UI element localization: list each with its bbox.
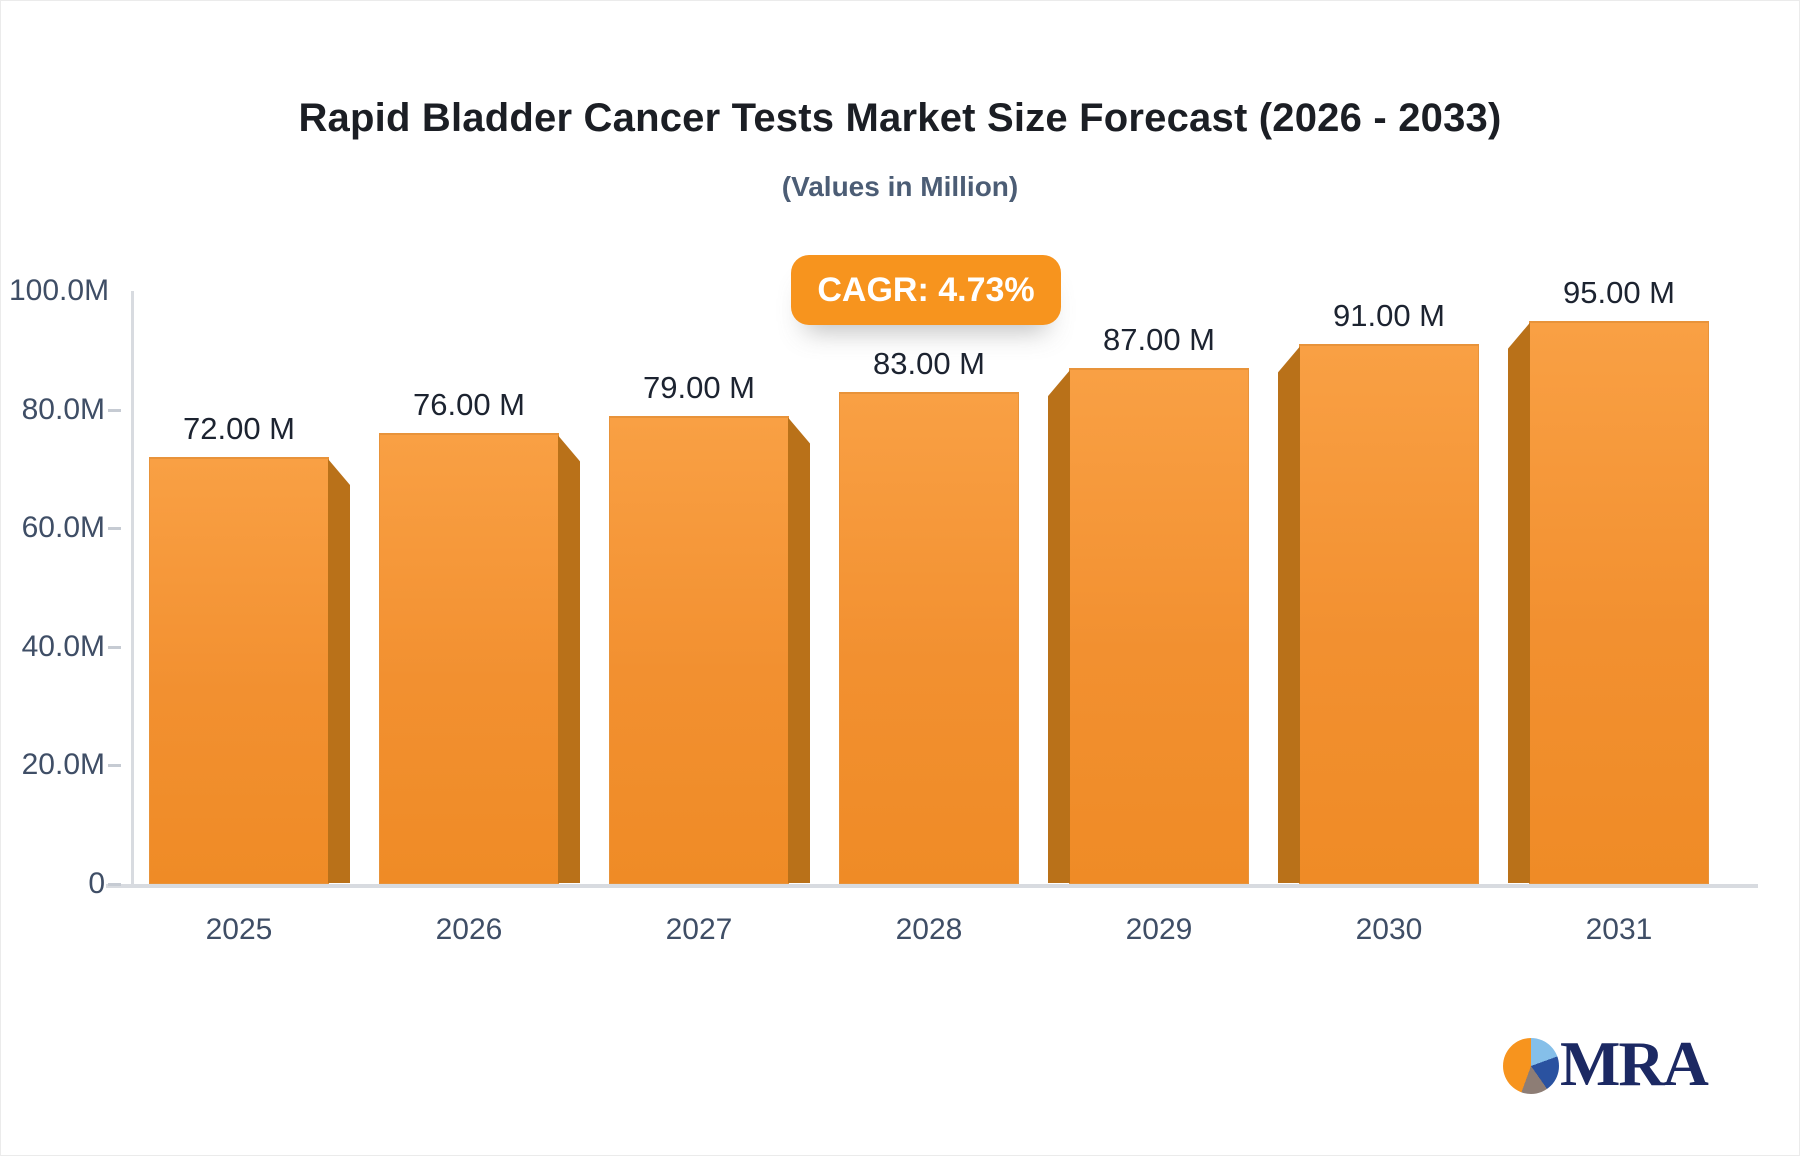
brand-logo-text: MRA <box>1560 1028 1709 1099</box>
x-axis-label-2031: 2031 <box>1585 913 1653 946</box>
bar-3d-side <box>1048 370 1070 883</box>
y-axis-line <box>131 291 134 886</box>
y-tick-label: 80.0M <box>21 392 105 426</box>
bar-3d-side <box>558 435 580 883</box>
bar-value-label: 87.00 M <box>1102 322 1215 358</box>
y-tick-mark <box>108 645 121 649</box>
y-tick-label: 60.0M <box>21 511 105 545</box>
x-axis-label-2025: 2025 <box>205 913 273 946</box>
bar-2030 <box>1278 344 1479 884</box>
bar-3d-side <box>1278 346 1300 883</box>
pie-chart-logo-icon <box>1503 1038 1559 1094</box>
bar-value-label: 95.00 M <box>1562 274 1675 310</box>
bar-value-label: 72.00 M <box>182 411 295 447</box>
bar-value-label: 76.00 M <box>412 387 525 423</box>
y-tick-label: 100.0M <box>9 274 110 307</box>
brand-logo: MRA <box>1503 1028 1709 1099</box>
bar-value-label: 83.00 M <box>872 345 985 381</box>
bar-value-label: 79.00 M <box>642 369 755 405</box>
x-axis-label-2026: 2026 <box>435 913 503 946</box>
x-axis-line <box>106 884 1758 888</box>
x-axis-label-2027: 2027 <box>665 913 733 946</box>
cagr-badge: CAGR: 4.73% <box>791 255 1061 325</box>
x-axis-label-2030: 2030 <box>1355 913 1423 946</box>
y-tick-mark <box>108 764 121 768</box>
y-tick-mark <box>108 527 121 531</box>
y-tick-mark <box>108 408 121 412</box>
bar-2027 <box>609 415 810 884</box>
x-axis-label-2028: 2028 <box>895 913 963 946</box>
bar-3d-side <box>788 417 810 883</box>
bar-2031 <box>1508 320 1709 884</box>
bar-3d-side <box>328 459 350 883</box>
bar-2025 <box>149 457 350 884</box>
x-axis-label-2029: 2029 <box>1125 913 1193 946</box>
y-tick-label: 20.0M <box>21 748 105 782</box>
bar-value-label: 91.00 M <box>1332 298 1445 334</box>
bar-3d-side <box>1508 322 1530 883</box>
bar-2026 <box>379 433 580 884</box>
y-tick-label: 0 <box>88 867 105 900</box>
bar-2028 <box>839 391 1019 884</box>
bar-2029 <box>1048 368 1249 884</box>
y-tick-mark <box>108 883 121 886</box>
y-tick-label: 40.0M <box>21 629 105 663</box>
chart-subtitle: (Values in Million) <box>781 171 1019 202</box>
chart-title: Rapid Bladder Cancer Tests Market Size F… <box>298 96 1502 140</box>
